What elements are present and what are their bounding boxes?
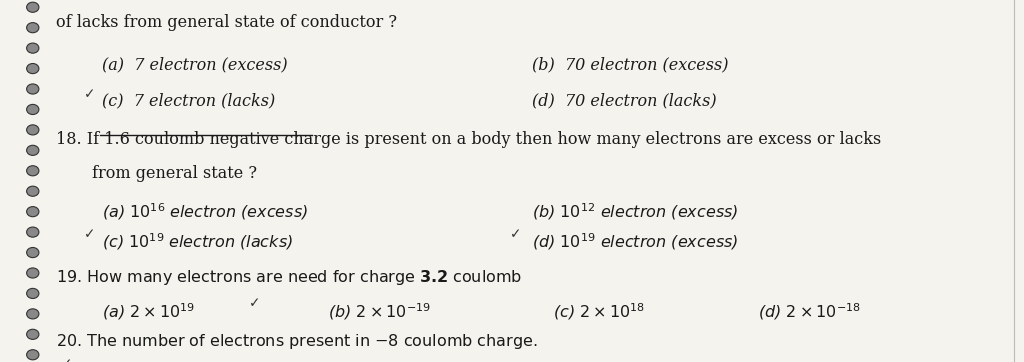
Ellipse shape bbox=[27, 166, 39, 176]
Ellipse shape bbox=[27, 186, 39, 196]
Ellipse shape bbox=[27, 145, 39, 155]
Ellipse shape bbox=[27, 22, 39, 33]
Text: (c) $10^{19}$ electron (lacks): (c) $10^{19}$ electron (lacks) bbox=[102, 232, 293, 252]
Text: (d) $2\times10^{-18}$: (d) $2\times10^{-18}$ bbox=[758, 301, 860, 322]
Text: (b) $10^{12}$ electron (excess): (b) $10^{12}$ electron (excess) bbox=[532, 201, 738, 222]
Text: (a) $10^{16}$ electron (excess): (a) $10^{16}$ electron (excess) bbox=[102, 201, 308, 222]
Ellipse shape bbox=[27, 309, 39, 319]
Ellipse shape bbox=[27, 227, 39, 237]
Text: 20. The number of electrons present in $-8$ coulomb charge.: 20. The number of electrons present in $… bbox=[56, 332, 538, 351]
Ellipse shape bbox=[27, 248, 39, 258]
Ellipse shape bbox=[27, 43, 39, 53]
Text: (b)  70 electron (excess): (b) 70 electron (excess) bbox=[532, 56, 729, 73]
Text: ✓: ✓ bbox=[510, 227, 521, 241]
Text: ✓: ✓ bbox=[61, 357, 73, 362]
Ellipse shape bbox=[27, 350, 39, 360]
Ellipse shape bbox=[27, 84, 39, 94]
Ellipse shape bbox=[27, 104, 39, 114]
Text: ✓: ✓ bbox=[249, 296, 260, 311]
Text: (d) $10^{19}$ electron (excess): (d) $10^{19}$ electron (excess) bbox=[532, 232, 738, 252]
Ellipse shape bbox=[27, 207, 39, 217]
Text: (b) $2\times10^{-19}$: (b) $2\times10^{-19}$ bbox=[328, 301, 431, 322]
Ellipse shape bbox=[27, 63, 39, 73]
Text: (c) $2\times10^{18}$: (c) $2\times10^{18}$ bbox=[553, 301, 645, 322]
Text: 18. If 1.6 coulomb negative charge is present on a body then how many electrons : 18. If 1.6 coulomb negative charge is pr… bbox=[56, 131, 882, 148]
Ellipse shape bbox=[27, 125, 39, 135]
Text: (d)  70 electron (lacks): (d) 70 electron (lacks) bbox=[532, 92, 717, 109]
Ellipse shape bbox=[27, 329, 39, 340]
Text: ✓: ✓ bbox=[84, 88, 95, 102]
Ellipse shape bbox=[27, 289, 39, 299]
Ellipse shape bbox=[27, 268, 39, 278]
Text: of lacks from general state of conductor ?: of lacks from general state of conductor… bbox=[56, 14, 397, 31]
Text: ✓: ✓ bbox=[84, 227, 95, 241]
Ellipse shape bbox=[27, 2, 39, 12]
Text: (a) $2\times10^{19}$: (a) $2\times10^{19}$ bbox=[102, 301, 196, 322]
Text: from general state ?: from general state ? bbox=[92, 165, 257, 182]
Text: (a)  7 electron (excess): (a) 7 electron (excess) bbox=[102, 56, 288, 73]
Text: (c)  7 electron (lacks): (c) 7 electron (lacks) bbox=[102, 92, 275, 109]
Text: 19. How many electrons are need for charge $\mathbf{3.2}$ coulomb: 19. How many electrons are need for char… bbox=[56, 268, 522, 287]
